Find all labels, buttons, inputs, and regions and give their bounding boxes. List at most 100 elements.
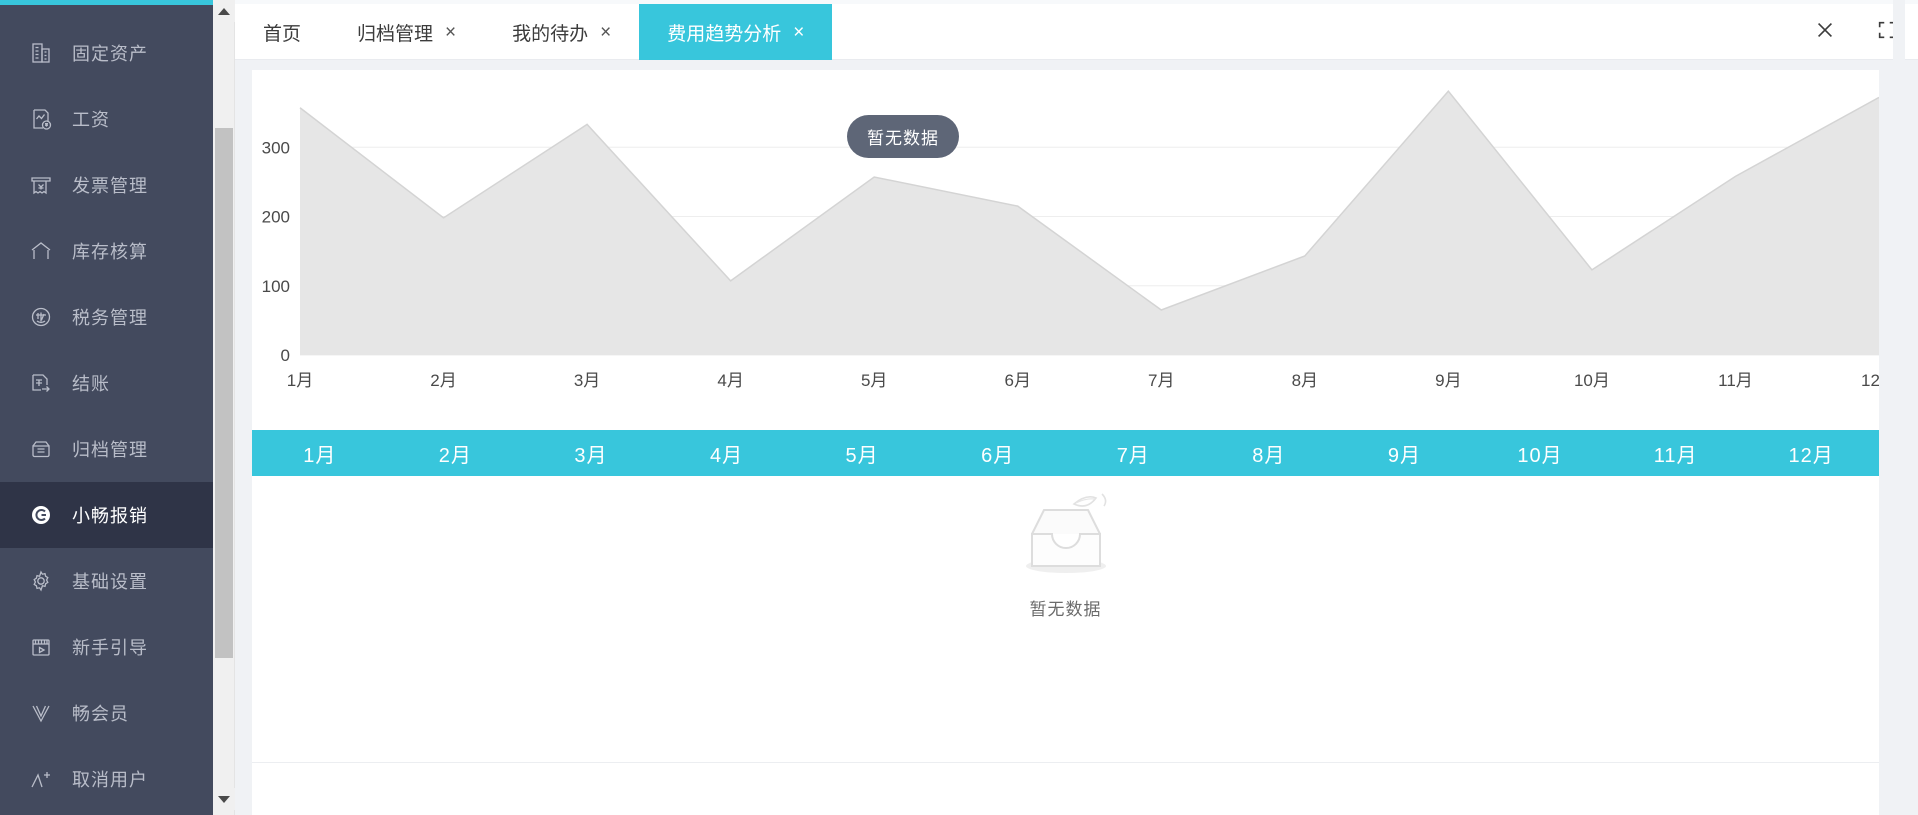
settle-icon [28, 370, 54, 396]
month-cell-7[interactable]: 7月 [1116, 444, 1150, 467]
sidebar-item-1[interactable]: 固定资产 [0, 20, 213, 86]
sidebar-item-2[interactable]: 工资 [0, 86, 213, 152]
x-tick-label-7: 7月 [1148, 371, 1174, 390]
sidebar-item-label: 小畅报销 [72, 506, 148, 526]
chart-svg: 0 100 200 300 1月 2月 3月 4月 5月 6月 7月 8月 9月 10月 11月 12月 [262, 89, 1879, 390]
empty-state-text: 暂无数据 [1029, 600, 1102, 619]
scroll-up-arrow[interactable] [213, 0, 235, 22]
tab-3[interactable]: 费用趋势分析 × [639, 4, 833, 60]
empty-box-icon [1014, 490, 1118, 587]
sidebar-item-label: 工资 [72, 110, 110, 130]
x-tick-label-12: 12月 [1861, 371, 1879, 390]
tab-close-icon[interactable]: × [445, 21, 457, 43]
sidebar-item-label: 归档管理 [72, 440, 148, 460]
tab-close-icon[interactable]: × [600, 21, 612, 43]
invoice-icon [28, 172, 54, 198]
month-cell-12[interactable]: 12月 [1788, 444, 1834, 467]
tab-bar: 首页 归档管理 × 我的待办 × 费用趋势分析 × [235, 0, 1918, 60]
x-tick-label-9: 9月 [1435, 371, 1461, 390]
expense-trend-chart: 0 100 200 300 1月 2月 3月 4月 5月 6月 7月 8月 9月 10月 11月 12月 暂无… [252, 70, 1879, 400]
sidebar-menu-list: 资金管理固定资产工资发票管理库存核算税务管理结账归档管理小畅报销基础设置新手引导… [0, 0, 213, 812]
sidebar-item-label: 税务管理 [72, 308, 148, 328]
sidebar-item-label: 畅会员 [72, 704, 129, 724]
y-tick-label: 200 [262, 208, 290, 227]
y-tick-label: 300 [262, 138, 290, 157]
x-tick-label-1: 1月 [287, 371, 313, 390]
sidebar-item-0[interactable]: 资金管理 [0, 0, 213, 20]
sidebar-item-8[interactable]: 小畅报销 [0, 482, 213, 548]
y-tick-label: 100 [262, 277, 290, 296]
close-window-button[interactable] [1794, 4, 1856, 60]
sidebar-item-11[interactable]: 畅会员 [0, 680, 213, 746]
expense-trend-card: 0 100 200 300 1月 2月 3月 4月 5月 6月 7月 8月 9月 10月 11月 12月 暂无… [252, 70, 1879, 815]
y-tick-label: 0 [281, 346, 290, 365]
changjie-logo-icon [28, 502, 54, 528]
building-icon [28, 40, 54, 66]
vip-v-icon [28, 700, 54, 726]
tab-label: 归档管理 [357, 23, 434, 45]
salary-report-icon [28, 106, 54, 132]
sidebar-scrollbar-thumb[interactable] [215, 128, 233, 658]
sidebar-item-7[interactable]: 归档管理 [0, 416, 213, 482]
tabbar-top-divider [235, 0, 1918, 4]
empty-state: 暂无数据 [252, 490, 1879, 620]
tab-label: 首页 [263, 23, 302, 45]
sidebar-item-10[interactable]: 新手引导 [0, 614, 213, 680]
content-area: 0 100 200 300 1月 2月 3月 4月 5月 6月 7月 8月 9月 10月 11月 12月 暂无… [235, 60, 1918, 815]
sidebar-item-4[interactable]: 库存核算 [0, 218, 213, 284]
tab-close-icon[interactable]: × [793, 21, 805, 43]
month-cell-1[interactable]: 1月 [303, 444, 337, 467]
x-tick-label-2: 2月 [430, 371, 456, 390]
scroll-down-arrow[interactable] [213, 788, 235, 810]
sidebar-item-label: 库存核算 [72, 242, 148, 262]
month-cell-9[interactable]: 9月 [1387, 444, 1421, 467]
tab-label: 我的待办 [512, 23, 589, 45]
tab-1[interactable]: 归档管理 × [329, 4, 484, 60]
video-guide-icon [28, 634, 54, 660]
sidebar-item-6[interactable]: 结账 [0, 350, 213, 416]
chart-tooltip: 暂无数据 [847, 115, 959, 158]
month-cell-2[interactable]: 2月 [438, 444, 472, 467]
sidebar: 资金管理固定资产工资发票管理库存核算税务管理结账归档管理小畅报销基础设置新手引导… [0, 0, 213, 815]
x-tick-label-4: 4月 [717, 371, 743, 390]
month-selector-bar: 1月 2月 3月 4月 5月 6月 7月 8月 9月 10月 11月 12月 [252, 430, 1879, 476]
x-tick-label-8: 8月 [1292, 371, 1318, 390]
sidebar-scrollbar[interactable] [213, 0, 235, 815]
archive-icon [28, 436, 54, 462]
page-scroll-track[interactable] [1893, 0, 1905, 815]
sidebar-item-label: 取消用户 [72, 770, 148, 790]
sidebar-item-label: 发票管理 [72, 176, 148, 196]
sidebar-item-9[interactable]: 基础设置 [0, 548, 213, 614]
month-cell-11[interactable]: 11月 [1653, 444, 1698, 467]
tab-2[interactable]: 我的待办 × [484, 4, 639, 60]
sidebar-top-accent-strip [0, 0, 213, 5]
card-bottom-divider [252, 762, 1879, 763]
chart-area-fill [300, 91, 1879, 355]
tax-icon [28, 304, 54, 330]
tab-list: 首页 归档管理 × 我的待办 × 费用趋势分析 × [235, 4, 833, 60]
x-tick-label-10: 10月 [1574, 371, 1610, 390]
sidebar-item-5[interactable]: 税务管理 [0, 284, 213, 350]
tab-label: 费用趋势分析 [667, 23, 782, 45]
month-cell-3[interactable]: 3月 [574, 444, 608, 467]
month-cell-8[interactable]: 8月 [1252, 444, 1286, 467]
x-tick-label-3: 3月 [574, 371, 600, 390]
user-cancel-icon [28, 766, 54, 792]
close-icon [1814, 19, 1836, 46]
sidebar-item-3[interactable]: 发票管理 [0, 152, 213, 218]
month-cell-10[interactable]: 10月 [1517, 444, 1563, 467]
month-cell-6[interactable]: 6月 [981, 444, 1015, 467]
x-tick-label-11: 11月 [1718, 371, 1753, 390]
fullscreen-button[interactable] [1856, 4, 1918, 60]
sidebar-item-label: 新手引导 [72, 638, 148, 658]
x-tick-label-6: 6月 [1004, 371, 1030, 390]
month-cell-5[interactable]: 5月 [845, 444, 879, 467]
sidebar-item-label: 固定资产 [72, 44, 148, 64]
chart-line [299, 89, 1879, 311]
gear-icon [28, 568, 54, 594]
sidebar-item-12[interactable]: 取消用户 [0, 746, 213, 812]
month-cell-4[interactable]: 4月 [709, 444, 744, 467]
tab-0[interactable]: 首页 [235, 4, 329, 60]
warehouse-icon [28, 238, 54, 264]
